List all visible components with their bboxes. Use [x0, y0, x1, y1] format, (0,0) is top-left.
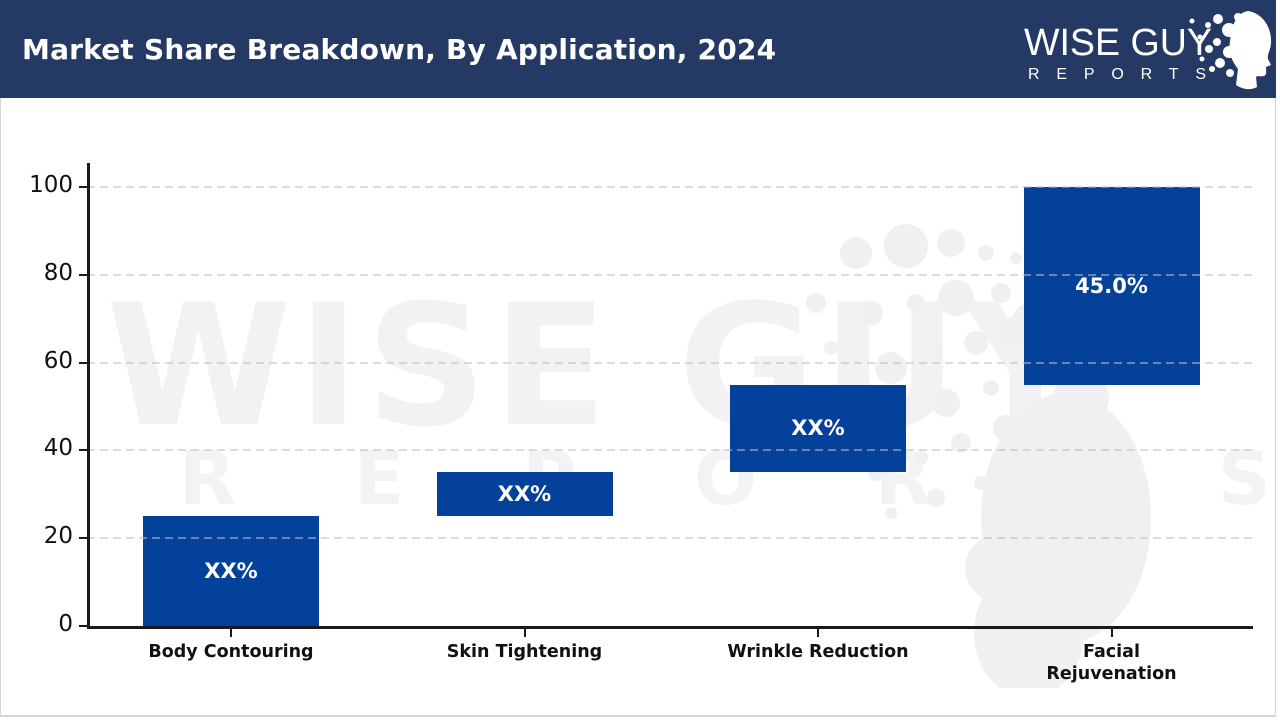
- y-tick-40: [79, 449, 87, 452]
- bar-value-label: XX%: [791, 416, 845, 441]
- y-tick-0: [79, 625, 87, 627]
- gridline-60: [87, 361, 1253, 364]
- category-label-1: Body Contouring: [148, 642, 314, 662]
- logo-face-dots-icon: [1189, 11, 1272, 90]
- y-tick-100: [79, 186, 87, 188]
- category-label-3: Wrinkle Reduction: [727, 642, 909, 662]
- gridline-20: [87, 537, 1253, 540]
- chart-title: Market Share Breakdown, By Application, …: [22, 32, 777, 66]
- y-tick-80: [79, 273, 87, 276]
- y-tick-60: [79, 361, 87, 364]
- category-label-4: Facial Rejuvenation: [1046, 642, 1177, 684]
- y-tick-20: [79, 537, 87, 540]
- x-tick-2: [523, 629, 526, 637]
- category-label-2: Skin Tightening: [446, 642, 603, 662]
- gridline-100: [87, 186, 1253, 188]
- bar-wrinkle-reduction: XX%: [730, 384, 906, 473]
- wise-guy-logo: WISE GUY REPORTS: [1024, 11, 1272, 90]
- header: Market Share Breakdown, By Application, …: [0, 0, 1276, 98]
- y-tick-label-0: 0: [58, 611, 73, 637]
- logo-reports-text: REPORTS: [1028, 66, 1206, 83]
- gridline-80: [87, 273, 1253, 276]
- y-tick-label-20: 20: [43, 523, 73, 550]
- plot-area: XX% XX% XX% 45.0% 0 20 40 60 80 100 Body Contourin…: [1, 98, 1275, 715]
- bar-value-label: XX%: [204, 559, 258, 584]
- y-axis-spine: [87, 163, 90, 629]
- bar-skin-tightening: XX%: [436, 472, 613, 517]
- y-tick-label-100: 100: [29, 172, 73, 198]
- gridline-40: [87, 449, 1253, 452]
- chart-card: WISE GUY R E P O R T S XX% XX% XX% 45.0% 0 20…: [0, 98, 1276, 717]
- y-tick-label-40: 40: [43, 435, 73, 462]
- bar-facial-rejuvenation: 45.0%: [1023, 187, 1200, 385]
- x-tick-3: [817, 629, 819, 637]
- x-tick-4: [1110, 629, 1113, 637]
- logo-wordmark-text: WISE GUY: [1024, 22, 1212, 64]
- bar-value-label: 45.0%: [1075, 273, 1148, 298]
- bar-body-contouring: XX%: [143, 516, 319, 626]
- y-tick-label-80: 80: [43, 259, 73, 286]
- x-axis-spine: [87, 626, 1253, 629]
- bar-value-label: XX%: [497, 482, 552, 507]
- x-tick-1: [230, 629, 232, 637]
- y-tick-label-60: 60: [43, 347, 73, 374]
